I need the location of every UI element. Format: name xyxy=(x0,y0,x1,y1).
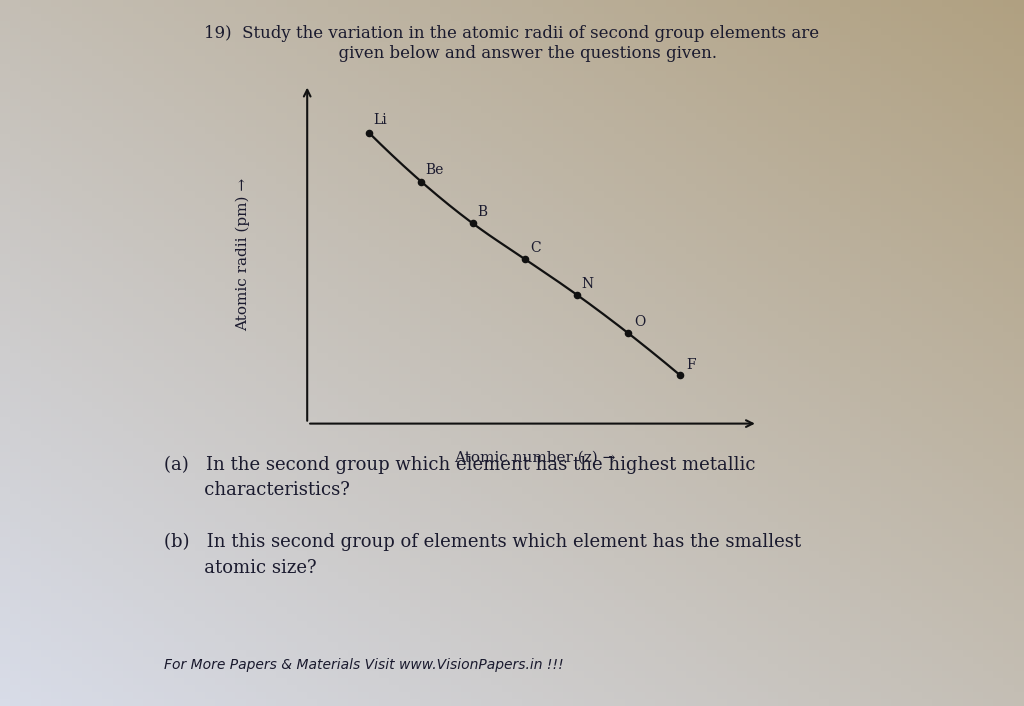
Text: (a)   In the second group which element has the highest metallic: (a) In the second group which element ha… xyxy=(164,455,756,474)
Point xyxy=(413,176,429,187)
Point xyxy=(361,128,378,139)
Text: For More Papers & Materials Visit www.VisionPapers.in !!!: For More Papers & Materials Visit www.Vi… xyxy=(164,658,563,672)
Text: F: F xyxy=(686,358,696,372)
Point xyxy=(621,328,637,339)
Text: Li: Li xyxy=(374,114,387,127)
Text: given below and answer the questions given.: given below and answer the questions giv… xyxy=(307,45,717,62)
Text: Be: Be xyxy=(425,162,443,176)
Text: N: N xyxy=(582,277,594,291)
Text: Atomic number (z) →: Atomic number (z) → xyxy=(455,451,615,465)
Text: C: C xyxy=(529,241,541,255)
Text: (b)   In this second group of elements which element has the smallest: (b) In this second group of elements whi… xyxy=(164,533,801,551)
Point xyxy=(672,369,688,381)
Text: atomic size?: atomic size? xyxy=(164,559,316,577)
Text: O: O xyxy=(635,316,646,330)
Text: 19)  Study the variation in the atomic radii of second group elements are: 19) Study the variation in the atomic ra… xyxy=(205,25,819,42)
Point xyxy=(568,289,585,300)
Point xyxy=(465,218,481,229)
Point xyxy=(516,253,532,265)
Text: Atomic radii (pm) →: Atomic radii (pm) → xyxy=(236,178,250,330)
Text: B: B xyxy=(477,205,487,220)
Text: characteristics?: characteristics? xyxy=(164,481,350,499)
